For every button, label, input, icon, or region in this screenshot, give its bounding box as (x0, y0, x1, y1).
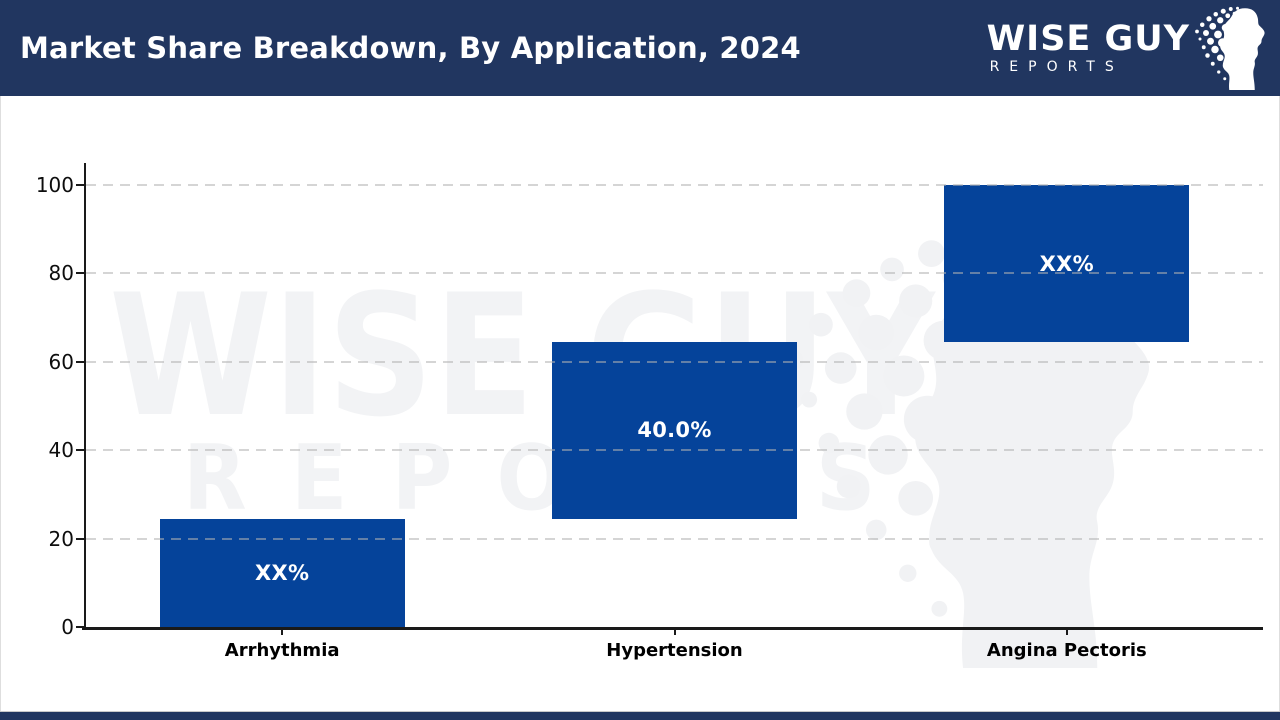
bar-hypertension: 40.0% (551, 341, 798, 519)
gridline-y-100 (86, 184, 1263, 187)
y-tick-label-100: 100 (35, 173, 74, 198)
brand-logo: WISE GUY REPORTS (987, 6, 1268, 90)
bar-value-label: XX% (255, 560, 310, 585)
y-tick-40 (76, 449, 84, 452)
x-axis-line (82, 627, 1263, 630)
bar-angina-pectoris: XX% (944, 185, 1190, 342)
logo-wordmark: WISE GUY (986, 19, 1190, 59)
gridline-y-80 (86, 272, 1263, 275)
bar-arrhythmia: XX% (159, 518, 405, 627)
y-tick-label-80: 80 (48, 261, 74, 286)
footer-bar (0, 711, 1280, 720)
x-tick-2 (1065, 627, 1068, 635)
x-category-label: Hypertension (606, 640, 743, 661)
x-category-label: Angina Pectoris (986, 640, 1147, 661)
plot-area: 0 20 40 60 80 100 XX% Arrhythmia 40.0% Hypertensi… (36, 163, 1263, 661)
y-tick-label-40: 40 (48, 438, 74, 463)
gridline-y-40 (86, 449, 1263, 452)
gridline-y-60 (86, 360, 1263, 363)
x-category-label: Arrhythmia (224, 640, 340, 661)
y-tick-0 (76, 626, 84, 628)
chart-area: WISE GUY REPORTS 020406080100XX%Arrhythm… (0, 96, 1280, 711)
x-tick-1 (673, 627, 676, 635)
logo-face-icon (1192, 6, 1268, 90)
bar-value-label: 40.0% (637, 418, 712, 443)
y-tick-label-0: 0 (61, 615, 74, 639)
y-tick-label-20: 20 (48, 526, 74, 551)
logo-subtext: REPORTS (989, 59, 1124, 75)
chart-title: Market Share Breakdown, By Application, … (20, 31, 801, 65)
y-tick-20 (76, 537, 84, 540)
gridline-y-20 (86, 537, 1263, 540)
logo-text: WISE GUY REPORTS (986, 19, 1190, 75)
y-tick-100 (76, 184, 84, 187)
y-tick-80 (76, 272, 84, 275)
x-tick-0 (281, 627, 284, 635)
y-tick-60 (76, 360, 84, 363)
y-tick-label-60: 60 (48, 349, 74, 374)
header-bar: Market Share Breakdown, By Application, … (0, 0, 1280, 96)
bar-value-label: XX% (1039, 251, 1094, 276)
y-axis-line (84, 163, 86, 627)
